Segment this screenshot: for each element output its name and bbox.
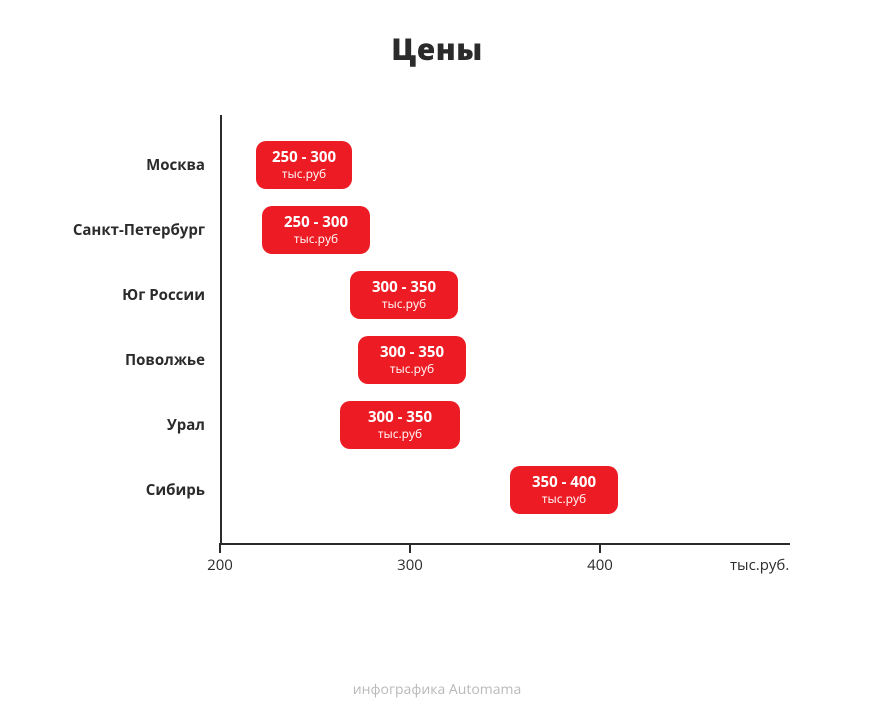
bar-unit-label: тыс.руб [294,232,338,246]
bar-unit-label: тыс.руб [282,167,326,181]
x-tick [409,543,411,553]
x-tick [599,543,601,553]
page: Цены Москва Санкт-Петербург Юг России По… [0,0,874,723]
category-label: Сибирь [0,480,205,500]
plot-area: 250 - 300 тыс.руб 250 - 300 тыс.руб 300 … [220,115,790,545]
range-bar: 300 - 350 тыс.руб [350,271,458,319]
x-axis [220,543,790,545]
chart-title: Цены [0,28,874,69]
range-bar: 300 - 350 тыс.руб [358,336,466,384]
x-axis-unit-label: тыс.руб. [730,555,789,575]
bar-unit-label: тыс.руб [390,362,434,376]
category-label: Поволжье [0,350,205,370]
range-bar: 350 - 400 тыс.руб [510,466,618,514]
x-tick-label: 200 [207,555,233,575]
range-bar: 250 - 300 тыс.руб [256,141,352,189]
category-label: Юг России [0,285,205,305]
x-tick [219,543,221,553]
x-tick-label: 300 [397,555,423,575]
category-label: Урал [0,415,205,435]
footer-credit: инфографика Automama [0,680,874,699]
category-label: Санкт-Петербург [0,220,205,240]
bar-unit-label: тыс.руб [542,492,586,506]
category-label: Москва [0,155,205,175]
bar-unit-label: тыс.руб [378,427,422,441]
bar-unit-label: тыс.руб [382,297,426,311]
range-bar: 250 - 300 тыс.руб [262,206,370,254]
range-bar: 300 - 350 тыс.руб [340,401,460,449]
x-tick-label: 400 [587,555,613,575]
y-axis [220,115,222,545]
